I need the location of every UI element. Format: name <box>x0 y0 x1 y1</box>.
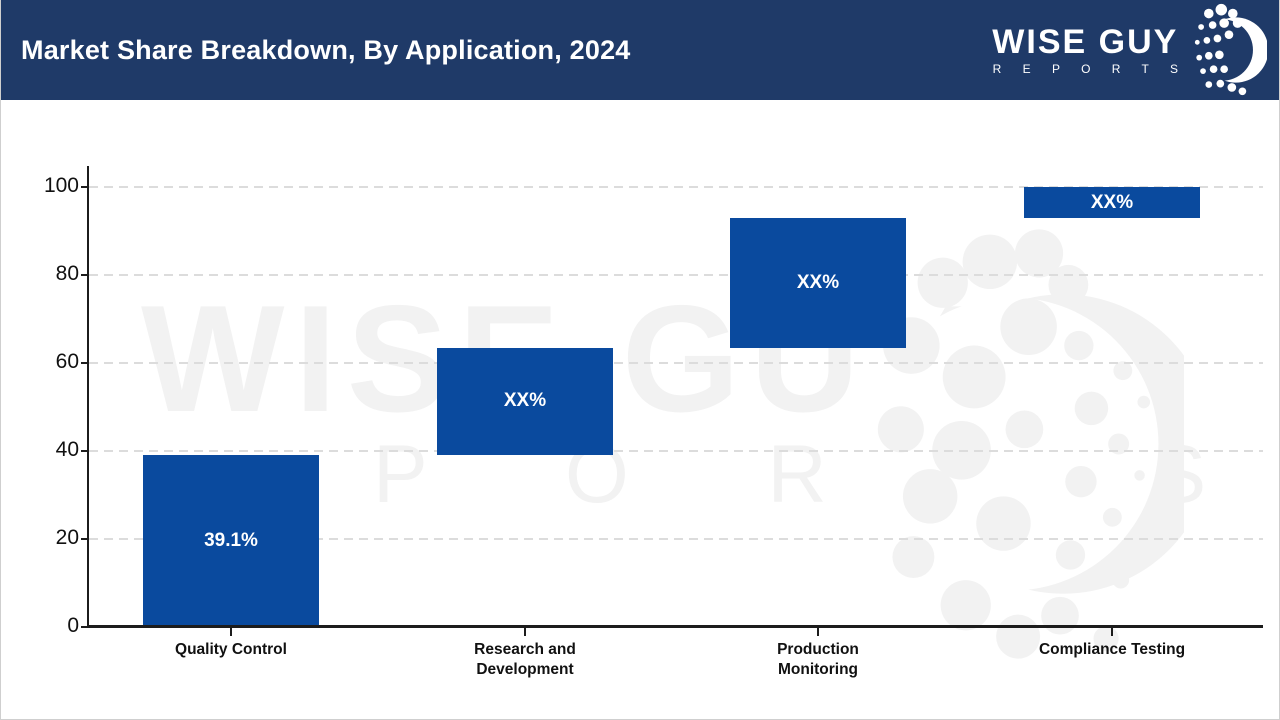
y-tick-label: 40 <box>55 438 79 461</box>
x-tick-mark <box>817 628 819 636</box>
x-axis-line <box>87 625 1263 628</box>
bar-value-label: 39.1% <box>204 529 258 551</box>
logo-text: WISE GUY R E P O R T S <box>984 25 1187 76</box>
x-tick-label: Research and Development <box>474 641 576 678</box>
y-tick-mark <box>81 538 89 540</box>
logo-face-icon <box>1191 3 1267 96</box>
y-tick-label: 0 <box>67 614 79 637</box>
y-tick-mark <box>81 186 89 188</box>
watermark-face-icon <box>869 229 1184 659</box>
wise-guy-logo: WISE GUY R E P O R T S <box>984 2 1267 98</box>
logo-subtext: R E P O R T S <box>992 61 1187 76</box>
y-tick-label: 100 <box>43 174 79 197</box>
gridline-60 <box>89 362 1263 364</box>
y-tick-mark <box>81 274 89 276</box>
header-bar: Market Share Breakdown, By Application, … <box>1 0 1279 100</box>
y-axis-line <box>87 166 89 628</box>
bar-4: XX% <box>1024 187 1200 219</box>
y-tick-label: 60 <box>55 350 79 373</box>
gridline-40 <box>89 450 1263 452</box>
x-tick-mark <box>524 628 526 636</box>
y-tick-mark <box>81 626 89 628</box>
bar-value-label: XX% <box>503 390 547 412</box>
y-tick-mark <box>81 362 89 364</box>
bar-value-label: XX% <box>796 271 840 293</box>
page-title: Market Share Breakdown, By Application, … <box>21 34 631 65</box>
x-tick-label: Production Monitoring <box>777 641 859 678</box>
x-tick-mark <box>230 628 232 636</box>
gridline-80 <box>89 274 1263 276</box>
y-tick-mark <box>81 450 89 452</box>
gridline-100 <box>89 186 1263 188</box>
x-tick-mark <box>1111 628 1113 636</box>
bar-3: XX% <box>730 218 906 348</box>
x-tick-label: Quality Control <box>175 641 287 658</box>
y-tick-label: 20 <box>55 526 79 549</box>
bar-1: 39.1% <box>143 454 319 627</box>
bar-2: XX% <box>437 347 613 455</box>
logo-wordmark: WISE GUY <box>992 22 1179 61</box>
y-tick-label: 80 <box>55 262 79 285</box>
gridline-20 <box>89 538 1263 540</box>
x-tick-label: Compliance Testing <box>1038 641 1186 658</box>
bar-value-label: XX% <box>1090 191 1134 213</box>
